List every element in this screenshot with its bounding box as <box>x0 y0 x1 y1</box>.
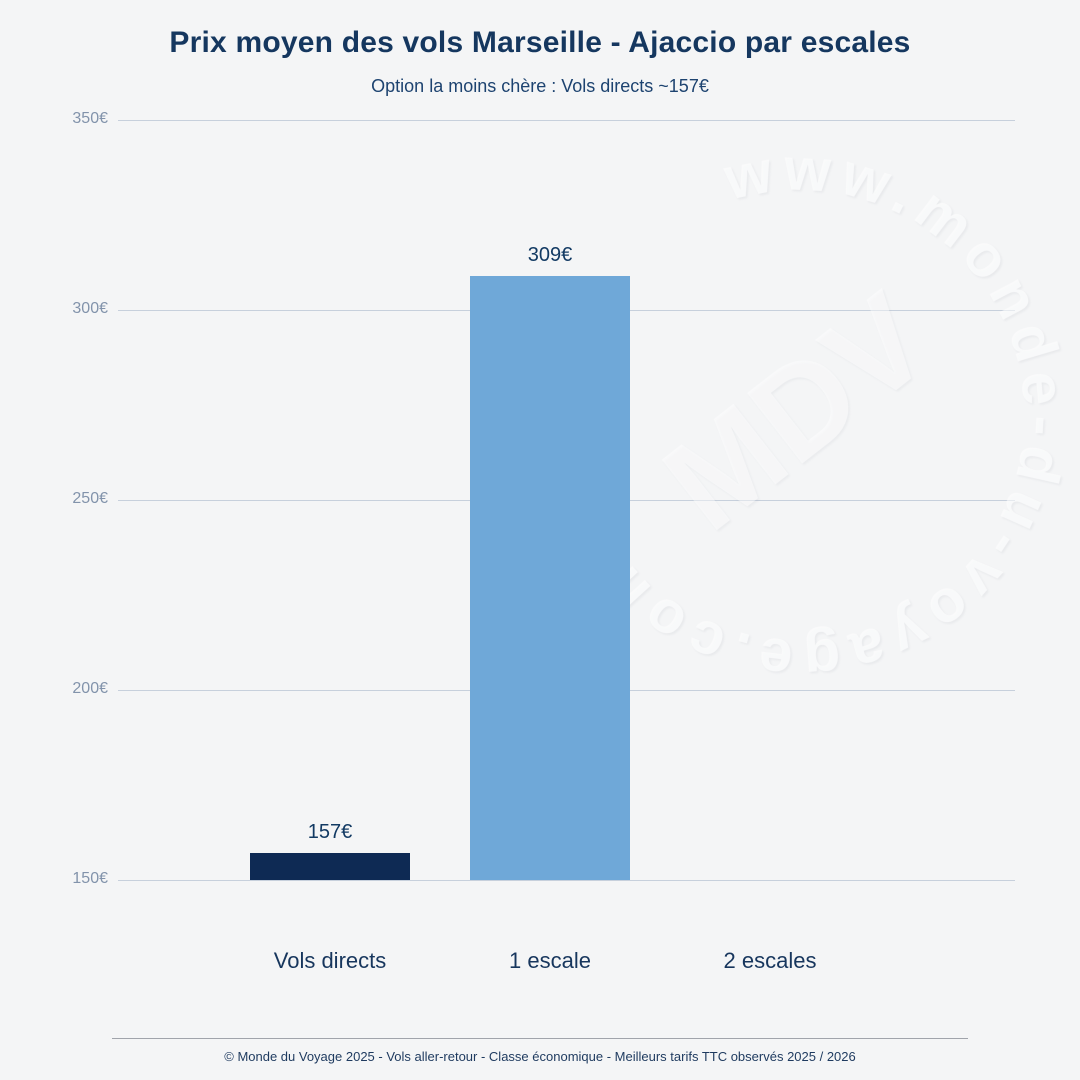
bar-value-label: 309€ <box>527 243 573 266</box>
y-axis-tick-label: 200€ <box>72 680 108 697</box>
y-axis-tick-label: 300€ <box>72 300 108 317</box>
x-axis-category-label: 1 escale <box>509 948 591 973</box>
gridline <box>118 880 1015 881</box>
x-axis-category-label: 2 escales <box>723 948 817 973</box>
y-axis-tick-label: 350€ <box>72 110 108 127</box>
chart-subtitle: Option la moins chère : Vols directs ~15… <box>371 76 709 96</box>
y-axis-tick-label: 250€ <box>72 490 108 507</box>
footer-text: © Monde du Voyage 2025 - Vols aller-reto… <box>224 1049 856 1064</box>
y-axis-tick-label: 150€ <box>72 870 108 887</box>
bar-0 <box>250 853 410 880</box>
watermark-center-text: MDV <box>637 265 955 558</box>
bar-1 <box>470 275 630 880</box>
bar-value-label: 157€ <box>307 821 353 844</box>
chart-title: Prix moyen des vols Marseille - Ajaccio … <box>169 26 911 59</box>
gridline <box>118 120 1015 121</box>
footer-divider <box>112 1038 968 1039</box>
x-axis-category-label: Vols directs <box>273 948 387 973</box>
